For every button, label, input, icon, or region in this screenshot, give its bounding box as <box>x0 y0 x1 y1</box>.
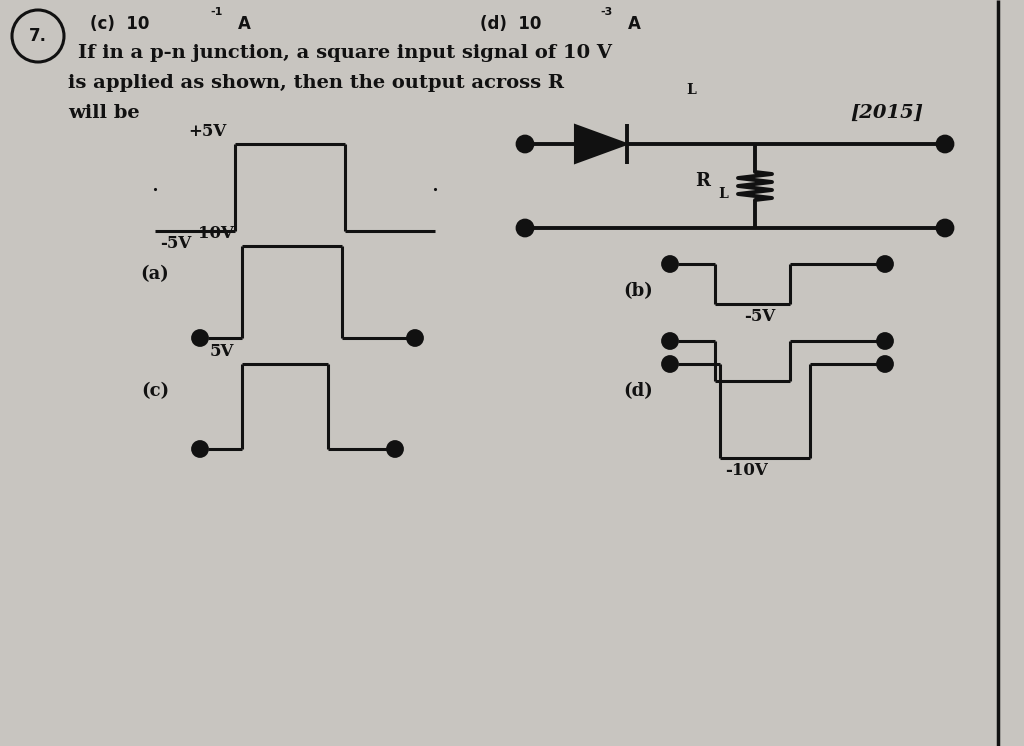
Text: -5V: -5V <box>160 235 191 252</box>
Text: (a): (a) <box>140 265 169 283</box>
Polygon shape <box>575 125 627 163</box>
Circle shape <box>878 257 893 272</box>
Text: R: R <box>695 172 711 190</box>
Text: 5V: 5V <box>210 343 234 360</box>
Text: 7.: 7. <box>29 27 47 45</box>
Text: (d)  10: (d) 10 <box>480 15 542 33</box>
Text: -10V: -10V <box>725 462 768 479</box>
Circle shape <box>387 442 402 457</box>
Circle shape <box>663 257 678 272</box>
Circle shape <box>408 330 423 345</box>
Circle shape <box>517 136 534 152</box>
Text: +5V: +5V <box>188 123 227 140</box>
Text: A: A <box>628 15 641 33</box>
Circle shape <box>878 357 893 372</box>
Text: (d): (d) <box>624 382 653 400</box>
Circle shape <box>663 357 678 372</box>
Circle shape <box>517 220 534 236</box>
Text: -1: -1 <box>210 7 222 17</box>
Circle shape <box>193 442 208 457</box>
Circle shape <box>193 330 208 345</box>
Text: L: L <box>718 187 728 201</box>
Text: -3: -3 <box>600 7 612 17</box>
Text: will be: will be <box>68 104 139 122</box>
Text: A: A <box>238 15 251 33</box>
Circle shape <box>878 333 893 348</box>
Text: (c): (c) <box>141 382 169 400</box>
Circle shape <box>937 220 953 236</box>
Text: (b): (b) <box>624 282 653 300</box>
Text: (c)  10: (c) 10 <box>90 15 150 33</box>
Text: [2015]: [2015] <box>850 104 923 122</box>
Text: If in a p-n junction, a square input signal of 10 V: If in a p-n junction, a square input sig… <box>78 44 612 62</box>
Circle shape <box>663 333 678 348</box>
Text: is applied as shown, then the output across R: is applied as shown, then the output acr… <box>68 74 564 92</box>
Text: -5V: -5V <box>743 308 775 325</box>
Circle shape <box>937 136 953 152</box>
Text: 10V: 10V <box>198 225 234 242</box>
Text: L: L <box>686 83 695 97</box>
